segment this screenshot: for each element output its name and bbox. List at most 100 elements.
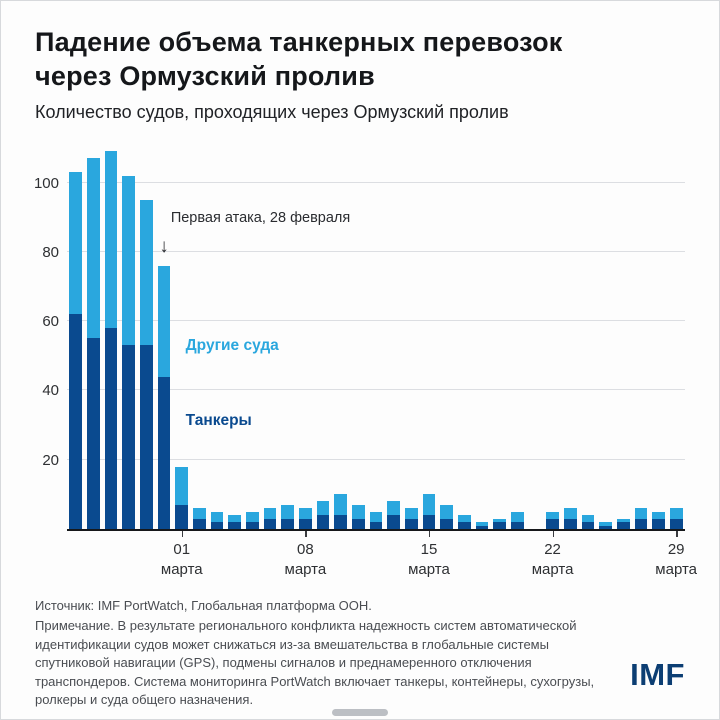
bar-segment-tankers — [546, 518, 559, 530]
bar-segment-other — [387, 501, 400, 516]
chart-subtitle: Количество судов, проходящих через Ормуз… — [35, 102, 509, 123]
bar-segment-tankers — [140, 345, 153, 530]
bar-2-мар — [193, 508, 206, 530]
bar-segment-other — [404, 508, 418, 519]
legend-label-tankers: Танкеры — [185, 412, 252, 430]
bar-28-фев — [157, 265, 171, 530]
bar-27-мар — [634, 508, 648, 530]
bar-segment-tankers — [616, 522, 630, 530]
bar-16-мар — [440, 504, 453, 530]
bar-8-мар — [299, 508, 312, 530]
bar-12-мар — [369, 511, 383, 530]
bar-segment-other — [334, 494, 348, 516]
gridline — [67, 250, 685, 252]
bar-segment-tankers — [422, 515, 436, 530]
bar-segment-tankers — [599, 525, 612, 530]
x-tick-mark — [305, 531, 307, 538]
bar-segment-other — [228, 515, 242, 523]
bar-segment-other — [369, 511, 383, 523]
bar-segment-other — [457, 515, 471, 523]
bar-segment-tankers — [475, 525, 489, 530]
bar-segment-other — [546, 511, 559, 519]
bar-segment-other — [616, 518, 630, 523]
bar-15-мар — [422, 494, 436, 530]
bar-28-мар — [652, 511, 665, 530]
bar-segment-other — [69, 172, 83, 315]
bar-segment-tankers — [404, 518, 418, 530]
bar-6-мар — [263, 508, 277, 530]
bar-segment-tankers — [69, 314, 83, 530]
bar-segment-other — [599, 522, 612, 526]
bar-17-мар — [457, 515, 471, 530]
y-tick-label: 40 — [42, 382, 59, 400]
bar-5-мар — [246, 511, 259, 530]
x-tick-label: 15 марта — [408, 541, 450, 579]
bar-segment-tankers — [351, 518, 365, 530]
bar-segment-tankers — [457, 522, 471, 530]
bar-segment-other — [563, 508, 577, 519]
bar-segment-tankers — [563, 518, 577, 530]
bar-26-мар — [616, 518, 630, 530]
bar-segment-tankers — [387, 515, 400, 530]
bar-segment-tankers — [246, 522, 259, 530]
bar-segment-other — [510, 511, 524, 523]
bar-segment-tankers — [299, 518, 312, 530]
x-tick-label: 29 марта — [655, 541, 698, 579]
bar-segment-tankers — [193, 518, 206, 530]
home-indicator — [332, 709, 388, 716]
x-tick-mark — [676, 531, 678, 538]
bar-4-мар — [228, 515, 242, 530]
bar-segment-tankers — [369, 522, 383, 530]
bar-segment-tankers — [634, 518, 648, 530]
bar-11-мар — [351, 504, 365, 530]
bar-segment-other — [493, 518, 506, 523]
y-tick-label: 100 — [33, 174, 59, 192]
bar-segment-tankers — [104, 328, 118, 530]
bar-segment-other — [316, 501, 330, 516]
gridline — [67, 389, 685, 391]
x-tick-label: 01 марта — [160, 541, 203, 579]
bar-1-мар — [175, 466, 189, 530]
bar-10-мар — [334, 494, 348, 530]
bar-segment-tankers — [652, 518, 665, 530]
bar-7-мар — [281, 504, 295, 530]
bar-segment-other — [299, 508, 312, 519]
bar-segment-tankers — [316, 515, 330, 530]
footer: Источник: IMF PortWatch, Глобальная плат… — [35, 597, 685, 710]
bar-13-мар — [387, 501, 400, 530]
bar-segment-tankers — [175, 504, 189, 530]
bar-segment-tankers — [281, 518, 295, 530]
plot-area: Первая атака, 28 февраля ↓ Другие суда Т… — [67, 141, 685, 532]
bar-segment-other — [634, 508, 648, 519]
bar-9-мар — [316, 501, 330, 530]
bar-24-фев — [87, 158, 100, 530]
bar-segment-tankers — [263, 518, 277, 530]
gridline — [67, 320, 685, 322]
annotation-arrow-icon: ↓ — [159, 235, 169, 257]
bar-19-мар — [493, 518, 506, 530]
bar-29-мар — [669, 508, 683, 530]
x-tick-mark — [181, 531, 184, 538]
bar-14-мар — [404, 508, 418, 530]
gridline — [67, 458, 685, 460]
x-tick-mark — [552, 531, 555, 538]
bar-segment-tankers — [510, 522, 524, 530]
page-title-line1: Падение объема танкерных перевозок — [35, 27, 563, 57]
bar-segment-tankers — [228, 522, 242, 530]
bar-segment-other — [87, 158, 100, 339]
bar-segment-other — [193, 508, 206, 519]
page-title: Падение объема танкерных перевозок через … — [35, 25, 685, 93]
bar-segment-other — [281, 504, 295, 519]
bar-segment-other — [175, 466, 189, 505]
bar-24-мар — [581, 515, 595, 530]
y-axis: 20 40 60 80 100 — [33, 141, 67, 529]
gridline — [67, 181, 685, 183]
bar-segment-other — [581, 515, 595, 523]
bar-23-фев — [69, 172, 83, 530]
imf-logo: IMF — [630, 657, 685, 692]
bar-segment-other — [351, 504, 365, 519]
bar-segment-other — [157, 265, 171, 377]
footnote-text: Примечание. В результате регионального к… — [35, 618, 595, 708]
bar-segment-other — [669, 508, 683, 519]
